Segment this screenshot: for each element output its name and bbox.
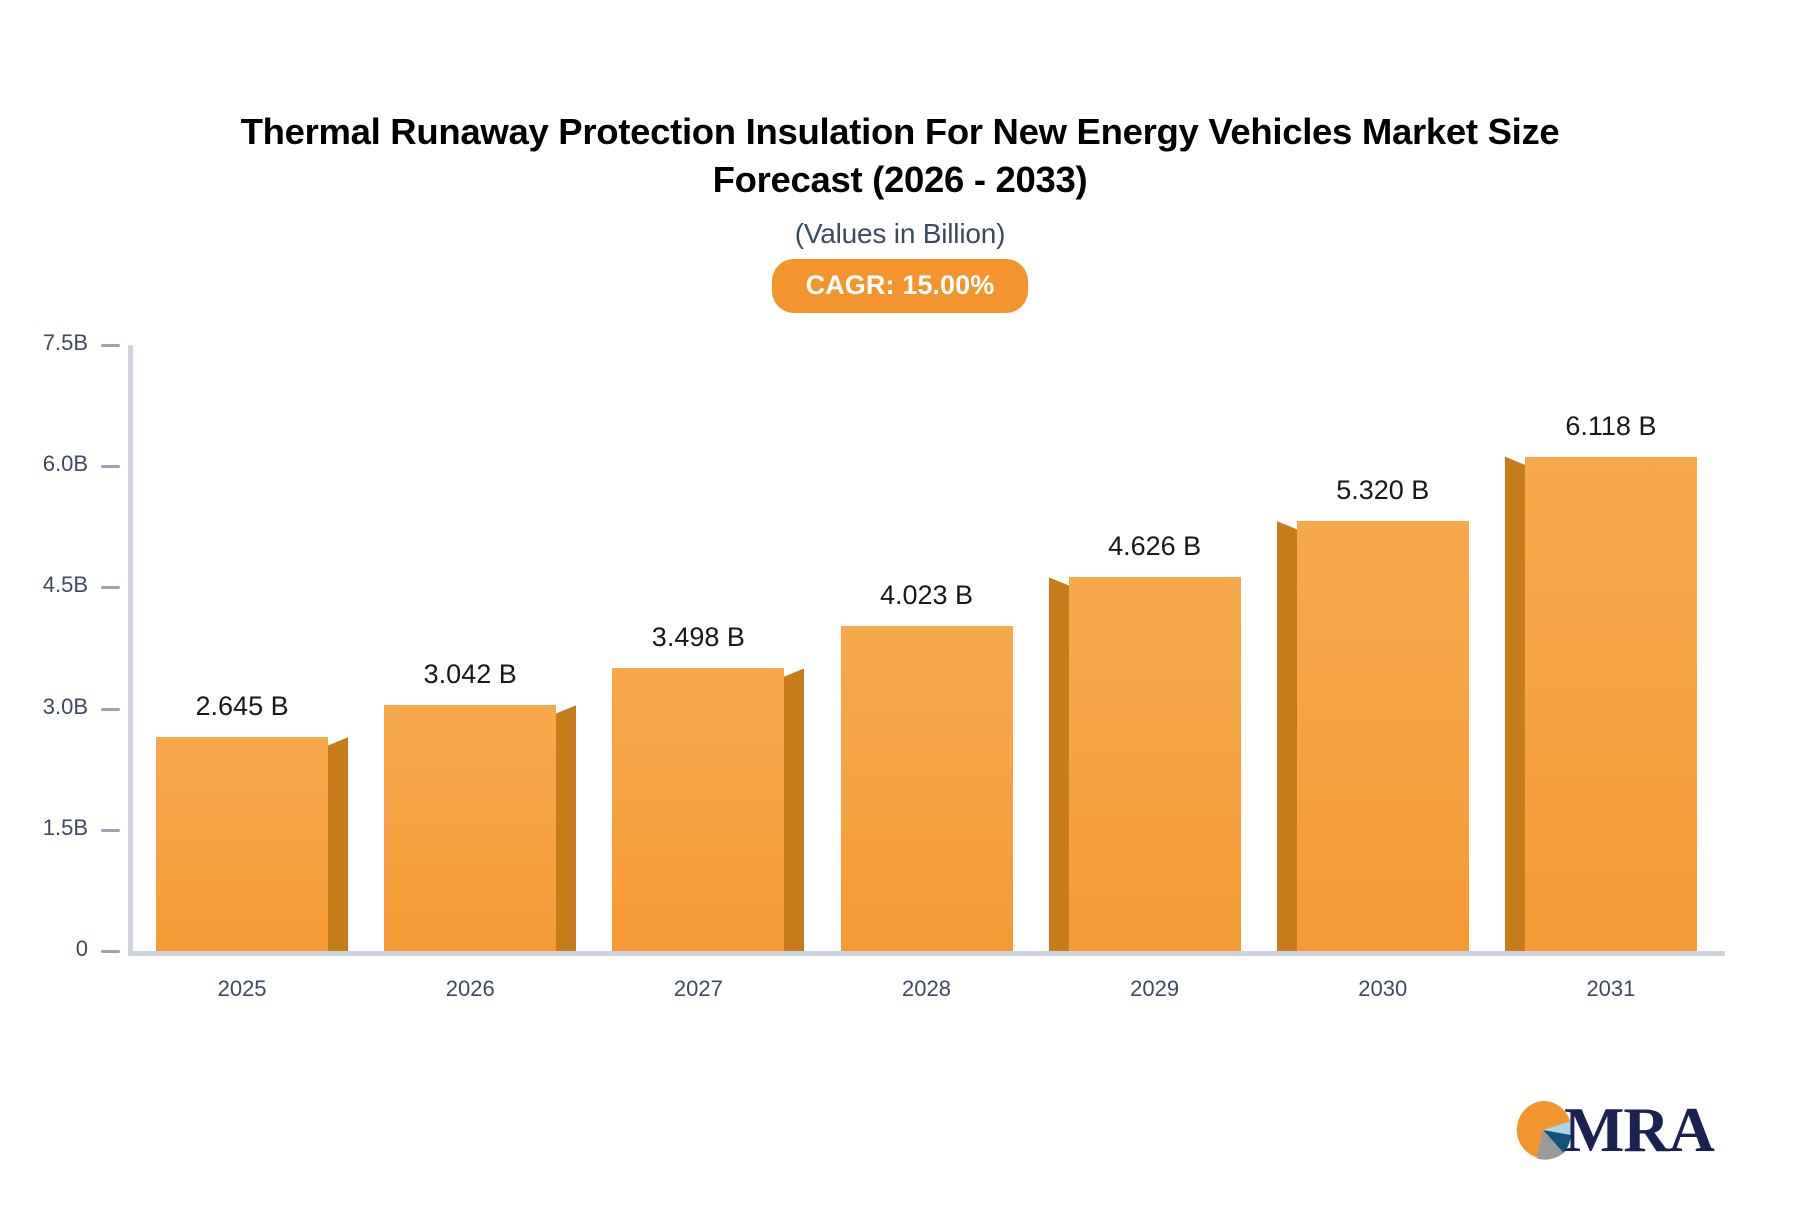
bar-2031[interactable]	[1504, 456, 1697, 951]
y-axis-tick-label: 0	[75, 936, 88, 961]
y-axis-tick-label: 1.5B	[42, 814, 88, 840]
bar-front-face	[1524, 456, 1697, 951]
bar-front-face	[384, 705, 557, 951]
y-axis-tick	[101, 344, 120, 347]
y-axis-line	[128, 345, 133, 955]
bar-front-face	[612, 668, 785, 951]
y-axis-tick	[101, 950, 120, 953]
bar-value-label: 5.320 B	[1336, 475, 1430, 506]
bar-front-face	[1296, 521, 1469, 951]
chart-header: Thermal Runaway Protection Insulation Fo…	[0, 0, 1800, 314]
bar-side-face	[1504, 456, 1527, 951]
bar-value-label: 2.645 B	[195, 691, 289, 722]
chart-subtitle: (Values in Billion)	[794, 218, 1006, 250]
bar-value-label: 6.118 B	[1565, 410, 1657, 441]
y-axis-tick-label: 7.5B	[42, 330, 88, 355]
bar-side-face	[1276, 521, 1299, 951]
logo-wordmark: MRA	[1564, 1094, 1715, 1165]
bar-value-label: 3.498 B	[651, 622, 745, 653]
x-axis-tick-label: 2027	[673, 976, 723, 1001]
bar-value-label: 3.042 B	[423, 659, 517, 690]
pie-chart-logo-icon	[1516, 1100, 1572, 1160]
bar-2030[interactable]	[1276, 521, 1469, 951]
mra-logo: MRA	[1512, 1094, 1715, 1165]
cagr-badge-container: CAGR: 15.00%	[0, 259, 1800, 314]
x-axis-tick-label: 2029	[1130, 976, 1180, 1001]
y-axis-tick-label: 3.0B	[42, 693, 88, 719]
bar-2027[interactable]	[612, 668, 805, 951]
x-axis-tick-label: 2031	[1586, 976, 1636, 1001]
y-axis-tick	[101, 707, 120, 711]
bar-2025[interactable]	[156, 737, 349, 951]
bar-value-label: 4.023 B	[879, 579, 974, 610]
x-axis-tick-label: 2028	[902, 976, 951, 1001]
bar-side-face	[1048, 577, 1071, 951]
x-axis-line	[128, 951, 1725, 956]
y-axis-tick-label: 6.0B	[42, 451, 88, 477]
bar-side-face	[782, 668, 805, 951]
x-axis-tick-label: 2025	[217, 976, 267, 1001]
bar-front-face	[156, 737, 329, 951]
bar-2026[interactable]	[384, 705, 577, 951]
bar-front-face	[840, 625, 1013, 951]
y-axis-tick	[101, 828, 120, 832]
bar-side-face	[554, 705, 577, 951]
bar-2029[interactable]	[1048, 577, 1241, 951]
bar-front-face	[1068, 577, 1241, 951]
y-axis-tick	[101, 465, 120, 469]
page-title: Thermal Runaway Protection Insulation Fo…	[240, 111, 1560, 201]
bar-side-face	[326, 737, 349, 951]
y-axis-tick-label: 4.5B	[42, 572, 88, 598]
x-axis-tick-label: 2026	[445, 976, 495, 1001]
bar-2028[interactable]	[840, 625, 1013, 951]
bar-value-label: 4.626 B	[1108, 531, 1202, 562]
cagr-status-badge: CAGR: 15.00%	[771, 259, 1029, 314]
y-axis-tick	[101, 586, 120, 590]
x-axis-tick-label: 2030	[1358, 976, 1408, 1001]
